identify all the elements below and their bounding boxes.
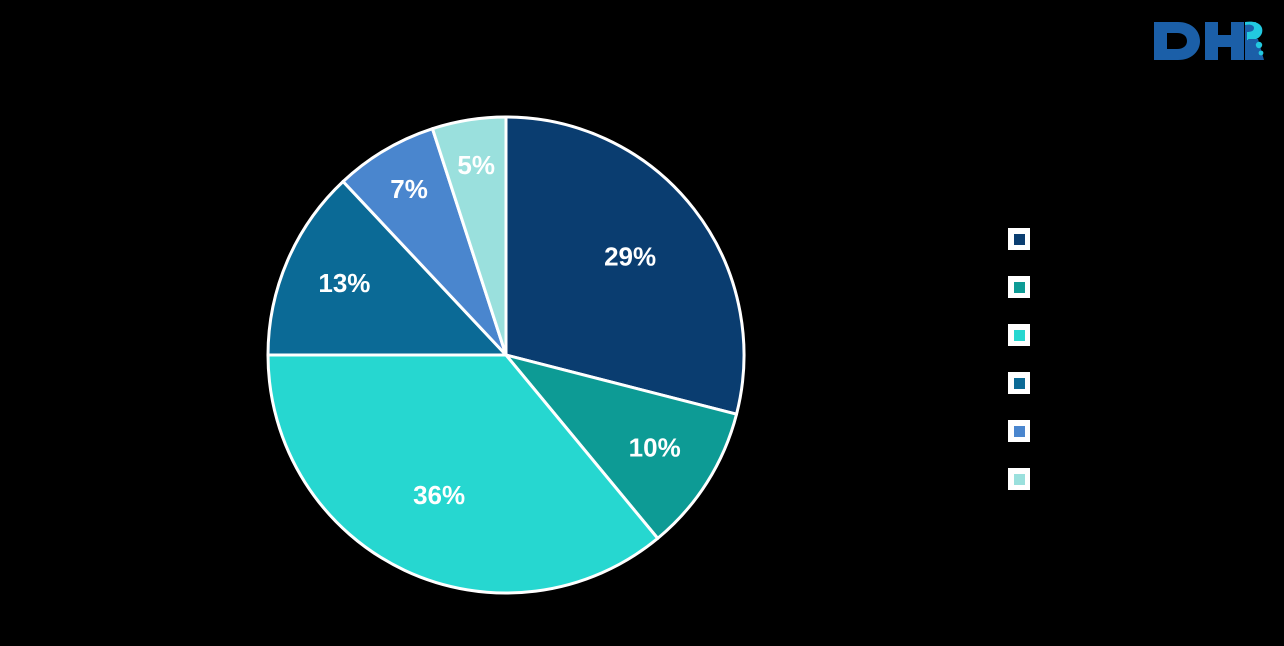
legend-color-swatch (1013, 329, 1025, 341)
pie-slice-label: 7% (390, 174, 428, 204)
pie-slice[interactable] (341, 127, 508, 357)
dhr-logo-icon (1154, 21, 1264, 60)
logo-letter-d (1154, 22, 1200, 60)
dhr-logo (1148, 12, 1264, 70)
pie-slice[interactable] (266, 353, 660, 595)
legend-item[interactable] (1008, 215, 1274, 263)
pie-slice-label: 13% (318, 268, 370, 298)
legend-swatch-frame (1008, 372, 1030, 394)
legend-color-swatch (1013, 281, 1025, 293)
legend-item[interactable] (1008, 407, 1274, 455)
pie-slice-label: 5% (457, 150, 495, 180)
legend-swatch-frame (1008, 324, 1030, 346)
legend-item[interactable] (1008, 359, 1274, 407)
legend-item[interactable] (1008, 455, 1274, 503)
legend-swatch-frame (1008, 468, 1030, 490)
chart-legend (1008, 215, 1274, 503)
legend-swatch-frame (1008, 420, 1030, 442)
legend-swatch-frame (1008, 276, 1030, 298)
pie-chart-svg: 29% 10% 36% 13% 7% 5% (266, 115, 746, 595)
legend-item[interactable] (1008, 263, 1274, 311)
legend-color-swatch (1013, 473, 1025, 485)
legend-item[interactable] (1008, 311, 1274, 359)
logo-accent-dot-3 (1253, 33, 1259, 39)
pie-slice[interactable] (504, 353, 739, 540)
logo-accent-dot-2 (1258, 50, 1264, 56)
pie-slice-label: 36% (413, 480, 465, 510)
legend-color-swatch (1013, 377, 1025, 389)
pie-slice-group (266, 115, 746, 595)
pie-slice-label: 10% (629, 432, 681, 462)
pie-chart: 29% 10% 36% 13% 7% 5% (266, 115, 746, 595)
logo-accent-dot-1 (1255, 41, 1263, 49)
pie-slice[interactable] (430, 115, 508, 357)
legend-color-swatch (1013, 233, 1025, 245)
logo-letter-h (1205, 22, 1244, 60)
pie-label-group: 29% 10% 36% 13% 7% 5% (318, 150, 680, 510)
legend-swatch-frame (1008, 228, 1030, 250)
pie-slice[interactable] (266, 180, 508, 357)
legend-color-swatch (1013, 425, 1025, 437)
pie-slice[interactable] (504, 115, 746, 416)
pie-slice-label: 29% (604, 242, 656, 272)
